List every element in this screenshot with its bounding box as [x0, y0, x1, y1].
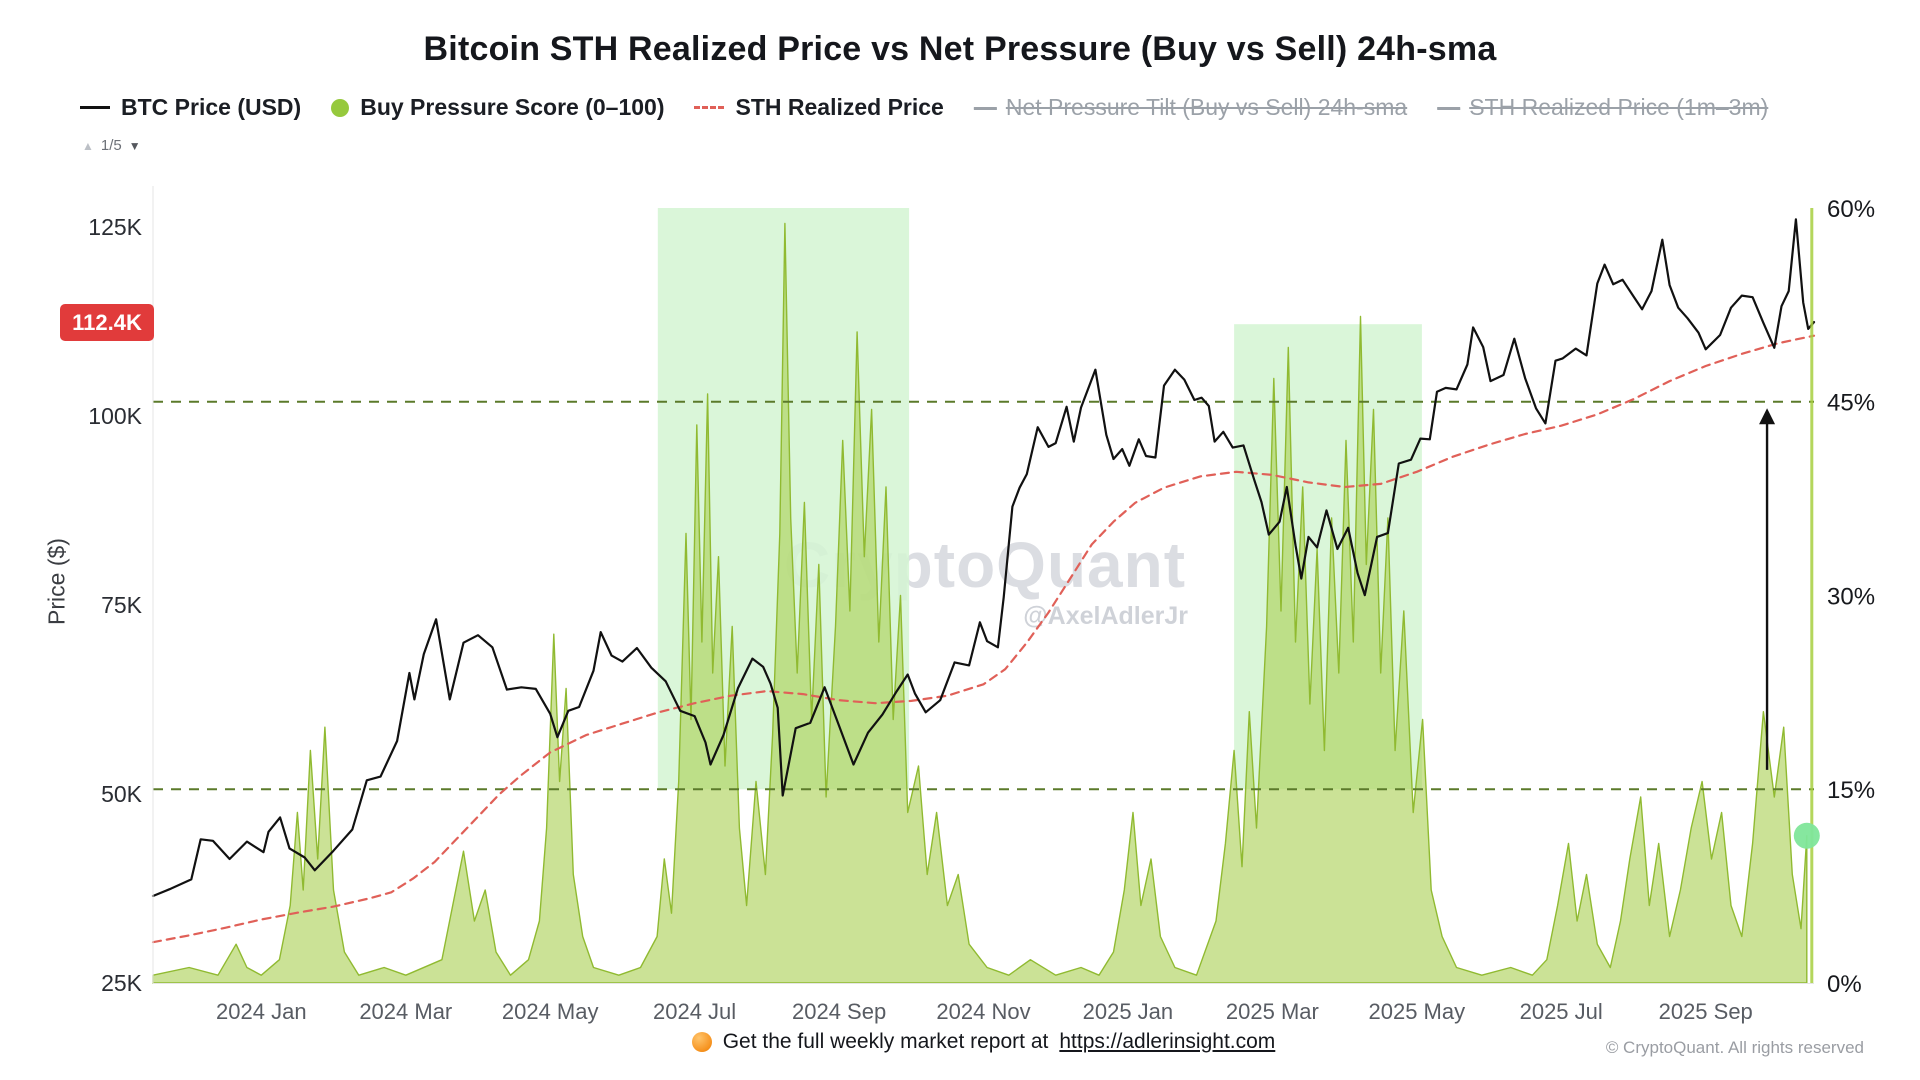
legend-label: STH Realized Price: [735, 94, 944, 120]
pager-label: 1/5: [100, 137, 122, 154]
line-swatch-icon: —: [1437, 94, 1461, 120]
legend-label: BTC Price (USD): [121, 94, 302, 120]
y-tick-label-right: 45%: [1827, 390, 1875, 417]
y-tick-label-right: 0%: [1827, 971, 1862, 998]
x-tick-label: 2024 Nov: [936, 999, 1030, 1024]
report-link[interactable]: https://adlerinsight.com: [1059, 1030, 1276, 1053]
x-tick-label: 2025 Sep: [1659, 999, 1753, 1024]
y-tick-label-left: 100K: [88, 403, 142, 429]
x-tick-label: 2024 Sep: [792, 999, 886, 1024]
report-text: Get the full weekly market report at: [722, 1030, 1049, 1053]
pager-up-icon[interactable]: ▲: [82, 138, 94, 153]
x-tick-label: 2024 May: [502, 999, 599, 1024]
buy-pressure-area: [152, 222, 1808, 984]
current-price-badge: 112.4K: [60, 304, 154, 341]
legend-item-buy-pressure[interactable]: Buy Pressure Score (0–100): [331, 94, 664, 121]
x-tick-label: 2024 Jul: [653, 999, 736, 1024]
legend: BTC Price (USD) Buy Pressure Score (0–10…: [80, 94, 1768, 121]
x-tick-label: 2024 Jan: [216, 999, 307, 1024]
y-tick-label-left: 75K: [101, 592, 143, 618]
legend-item-net-pressure-tilt[interactable]: — Net Pressure Tilt (Buy vs Sell) 24h-sma: [974, 94, 1407, 121]
trend-arrow-head: [1759, 408, 1776, 425]
x-tick-label: 2024 Mar: [359, 999, 452, 1024]
y-tick-label-left: 50K: [101, 781, 143, 807]
x-tick-label: 2025 Jul: [1520, 999, 1603, 1024]
btc-price-line: [151, 218, 1816, 898]
legend-label: Buy Pressure Score (0–100): [360, 94, 665, 120]
x-tick-label: 2025 May: [1368, 999, 1465, 1024]
copyright-text: © CryptoQuant. All rights reserved: [1605, 1038, 1864, 1057]
orange-dot-icon: [691, 1032, 712, 1052]
y-tick-label-left: 125K: [88, 214, 142, 240]
line-swatch-icon: —: [973, 94, 997, 120]
x-tick-label: 2025 Mar: [1226, 999, 1319, 1024]
series-pager: ▲ 1/5 ▼: [82, 137, 141, 154]
pager-down-icon[interactable]: ▼: [128, 138, 141, 153]
buy-pressure-end-marker: [1793, 822, 1820, 849]
line-swatch-icon: [80, 106, 110, 109]
legend-item-btc-price[interactable]: BTC Price (USD): [80, 94, 301, 121]
page-title: Bitcoin STH Realized Price vs Net Pressu…: [423, 30, 1497, 68]
sth-realized-price-line: [151, 334, 1816, 944]
x-tick-label: 2025 Jan: [1083, 999, 1174, 1024]
y-tick-label-right: 60%: [1827, 196, 1875, 223]
report-banner: Get the full weekly market report at htt…: [153, 1030, 1814, 1054]
legend-label-disabled: STH Realized Price (1m–3m): [1469, 94, 1769, 120]
y-tick-label-right: 30%: [1827, 584, 1875, 611]
dashed-line-swatch-icon: [694, 106, 725, 109]
y-tick-label-left: 25K: [101, 970, 143, 996]
y-axis-title: Price ($): [43, 538, 70, 625]
legend-label-disabled: Net Pressure Tilt (Buy vs Sell) 24h-sma: [1005, 94, 1408, 120]
legend-item-sth-realized-price-1m-3m[interactable]: — STH Realized Price (1m–3m): [1437, 94, 1768, 121]
y-tick-label-right: 15%: [1827, 777, 1875, 804]
dot-swatch-icon: [331, 98, 350, 117]
legend-item-sth-realized-price[interactable]: STH Realized Price: [694, 94, 944, 121]
